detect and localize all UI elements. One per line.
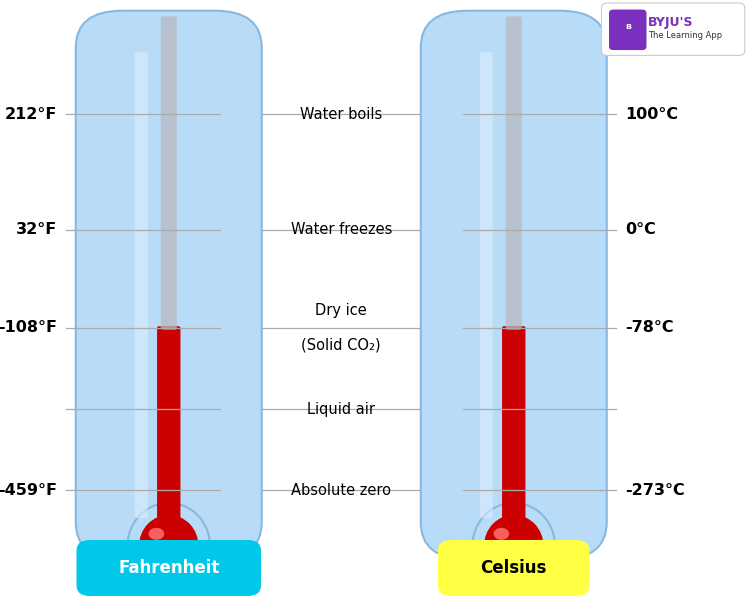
FancyBboxPatch shape xyxy=(506,16,522,330)
Ellipse shape xyxy=(484,515,544,577)
Text: 212°F: 212°F xyxy=(4,107,57,122)
Text: 32°F: 32°F xyxy=(16,222,57,237)
FancyBboxPatch shape xyxy=(160,16,177,330)
FancyBboxPatch shape xyxy=(602,3,745,55)
Text: -273°C: -273°C xyxy=(626,483,685,498)
Text: Water freezes: Water freezes xyxy=(290,222,392,237)
Text: Liquid air: Liquid air xyxy=(308,402,375,417)
Text: The Learning App: The Learning App xyxy=(648,31,722,41)
FancyBboxPatch shape xyxy=(421,11,607,559)
FancyBboxPatch shape xyxy=(76,11,262,559)
Text: (Solid CO₂): (Solid CO₂) xyxy=(302,337,381,352)
Text: Celsius: Celsius xyxy=(481,559,547,577)
FancyBboxPatch shape xyxy=(76,540,261,596)
Text: Absolute zero: Absolute zero xyxy=(291,483,392,498)
Text: 100°C: 100°C xyxy=(626,107,679,122)
FancyBboxPatch shape xyxy=(135,52,148,518)
FancyBboxPatch shape xyxy=(480,52,493,518)
Text: -78°C: -78°C xyxy=(626,321,674,336)
Text: -459°F: -459°F xyxy=(0,483,57,498)
Text: ᴮ: ᴮ xyxy=(625,23,631,36)
FancyBboxPatch shape xyxy=(157,326,181,527)
Ellipse shape xyxy=(128,503,210,589)
FancyBboxPatch shape xyxy=(438,540,590,596)
Ellipse shape xyxy=(148,528,164,540)
FancyBboxPatch shape xyxy=(502,326,526,527)
Text: Water boils: Water boils xyxy=(300,107,382,122)
Ellipse shape xyxy=(472,503,555,589)
FancyBboxPatch shape xyxy=(609,10,646,50)
Ellipse shape xyxy=(139,515,199,577)
Text: -108°F: -108°F xyxy=(0,321,57,336)
Text: Fahrenheit: Fahrenheit xyxy=(118,559,220,577)
Text: BYJU'S: BYJU'S xyxy=(648,15,694,29)
Text: 0°C: 0°C xyxy=(626,222,656,237)
Ellipse shape xyxy=(494,528,509,540)
Text: Dry ice: Dry ice xyxy=(315,303,368,318)
